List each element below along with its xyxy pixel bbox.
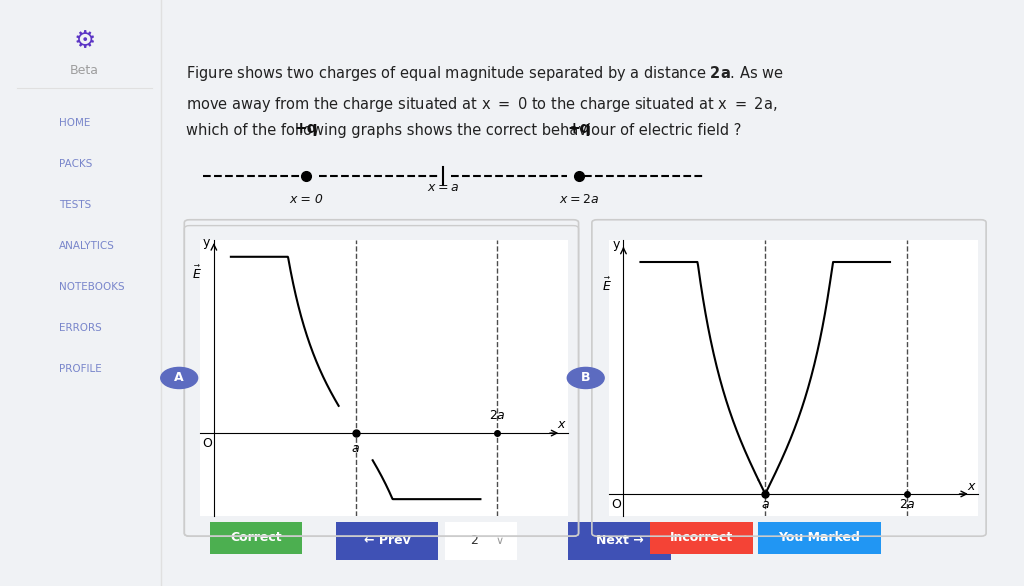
Text: +q: +q xyxy=(294,121,317,137)
Text: Beta: Beta xyxy=(70,64,99,77)
Text: ANALYTICS: ANALYTICS xyxy=(59,241,115,251)
Text: x: x xyxy=(967,481,975,493)
Text: ← Prev: ← Prev xyxy=(364,534,411,547)
Text: Incorrect: Incorrect xyxy=(670,531,733,544)
Text: $a$: $a$ xyxy=(761,499,770,512)
Text: $2a$: $2a$ xyxy=(899,499,915,512)
FancyBboxPatch shape xyxy=(645,520,758,556)
Text: +q: +q xyxy=(567,121,591,137)
Text: O: O xyxy=(611,499,622,512)
Text: ERRORS: ERRORS xyxy=(59,323,101,333)
Text: Figure shows two charges of equal magnitude separated by a distance $\mathbf{2a}: Figure shows two charges of equal magnit… xyxy=(186,64,783,138)
Text: $\vec{E}$: $\vec{E}$ xyxy=(191,264,202,282)
Text: TESTS: TESTS xyxy=(59,200,91,210)
Text: PROFILE: PROFILE xyxy=(59,364,101,374)
Text: A: A xyxy=(174,372,184,384)
Text: y: y xyxy=(612,237,621,250)
Text: HOME: HOME xyxy=(59,118,90,128)
Text: ∨: ∨ xyxy=(496,536,503,546)
Text: 2: 2 xyxy=(470,534,478,547)
Text: x: x xyxy=(557,418,565,431)
Text: NOTEBOOKS: NOTEBOOKS xyxy=(59,282,125,292)
Text: $a$: $a$ xyxy=(351,442,360,455)
Text: Next →: Next → xyxy=(596,534,643,547)
Text: Correct: Correct xyxy=(230,531,282,544)
Text: PACKS: PACKS xyxy=(59,159,92,169)
FancyBboxPatch shape xyxy=(563,520,676,561)
FancyBboxPatch shape xyxy=(442,520,520,561)
Text: $\vec{E}$: $\vec{E}$ xyxy=(601,277,611,294)
Text: $2a$: $2a$ xyxy=(489,409,506,423)
Text: x = 0: x = 0 xyxy=(289,193,323,206)
Text: You Marked: You Marked xyxy=(778,531,860,544)
FancyBboxPatch shape xyxy=(205,520,307,556)
Text: ⚙: ⚙ xyxy=(74,29,95,53)
Text: O: O xyxy=(202,437,212,450)
FancyBboxPatch shape xyxy=(331,520,443,561)
FancyBboxPatch shape xyxy=(752,520,887,556)
Text: y: y xyxy=(203,236,211,249)
Text: $x = 2a$: $x = 2a$ xyxy=(559,193,599,206)
Text: $x = a$: $x = a$ xyxy=(427,181,459,194)
Text: B: B xyxy=(581,372,591,384)
